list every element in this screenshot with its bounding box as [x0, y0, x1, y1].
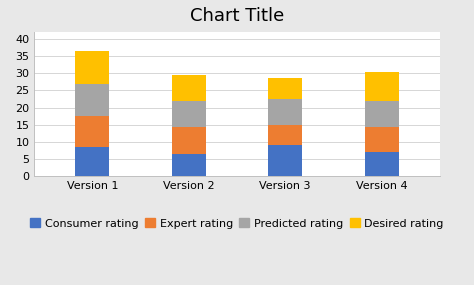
- Bar: [365, 101, 399, 127]
- Bar: [268, 99, 302, 125]
- Title: Chart Title: Chart Title: [190, 7, 284, 25]
- Bar: [365, 72, 399, 101]
- Bar: [172, 75, 206, 101]
- Bar: [172, 101, 206, 127]
- Bar: [75, 84, 109, 116]
- Bar: [75, 116, 109, 147]
- Bar: [365, 152, 399, 176]
- Bar: [75, 147, 109, 176]
- Bar: [365, 127, 399, 152]
- Bar: [75, 51, 109, 84]
- Bar: [172, 127, 206, 154]
- Bar: [172, 154, 206, 176]
- Bar: [268, 78, 302, 99]
- Legend: Consumer rating, Expert rating, Predicted rating, Desired rating: Consumer rating, Expert rating, Predicte…: [26, 214, 448, 233]
- Bar: [268, 145, 302, 176]
- Bar: [268, 125, 302, 145]
